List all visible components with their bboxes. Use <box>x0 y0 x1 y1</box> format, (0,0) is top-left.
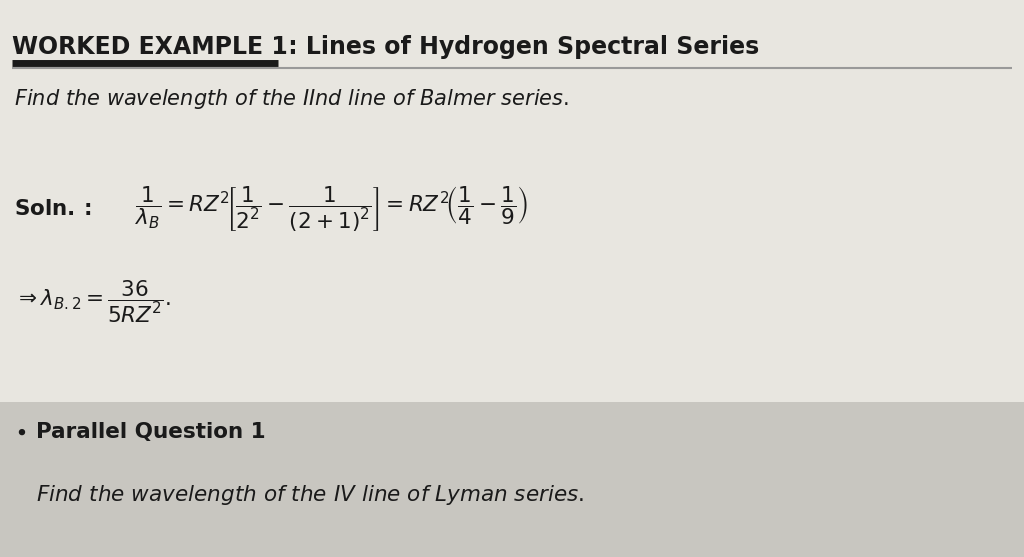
Text: $\Rightarrow \lambda_{B.2} = \dfrac{36}{5RZ^2}.$: $\Rightarrow \lambda_{B.2} = \dfrac{36}{… <box>14 279 171 325</box>
FancyBboxPatch shape <box>0 402 1024 557</box>
Text: $\bullet$: $\bullet$ <box>14 422 27 442</box>
Text: Parallel Question 1: Parallel Question 1 <box>36 422 265 442</box>
Text: $\mathbf{Soln.:}$: $\mathbf{Soln.:}$ <box>14 199 91 219</box>
Text: $\dfrac{1}{\lambda_B} = RZ^2\!\left[\dfrac{1}{2^2} - \dfrac{1}{(2+1)^2}\right] =: $\dfrac{1}{\lambda_B} = RZ^2\!\left[\dfr… <box>135 184 528 234</box>
Text: : Lines of Hydrogen Spectral Series: : Lines of Hydrogen Spectral Series <box>280 35 759 59</box>
Text: WORKED EXAMPLE 1: WORKED EXAMPLE 1 <box>12 35 288 59</box>
Text: $\mathit{Find\ the\ wavelength\ of\ the\ IInd\ line\ of\ Balmer\ series.}$: $\mathit{Find\ the\ wavelength\ of\ the\… <box>14 87 569 111</box>
Text: $\mathit{Find\ the\ wavelength\ of\ the\ IV\ line\ of\ Lyman\ series.}$: $\mathit{Find\ the\ wavelength\ of\ the\… <box>36 483 584 507</box>
